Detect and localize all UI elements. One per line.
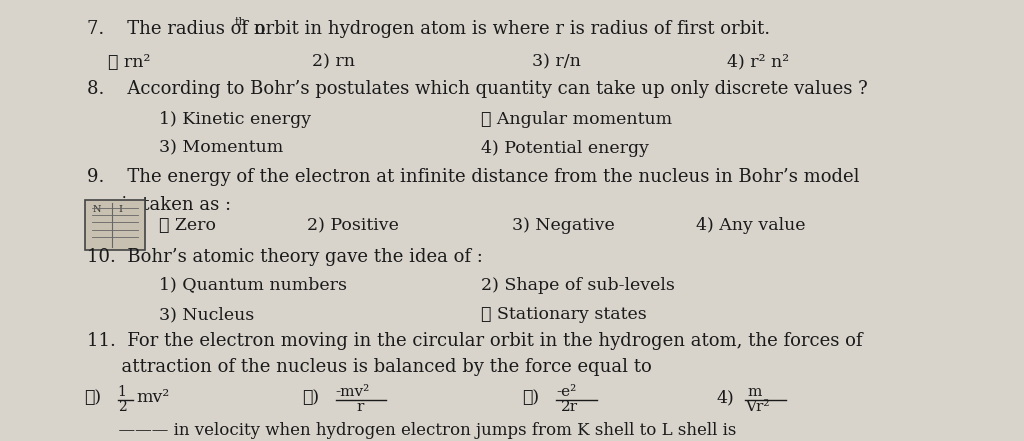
Text: ✓ Zero: ✓ Zero: [159, 217, 216, 234]
Text: ✓ Stationary states: ✓ Stationary states: [481, 306, 647, 324]
Text: ✓ rn²: ✓ rn²: [108, 54, 150, 71]
Text: 1) Kinetic energy: 1) Kinetic energy: [159, 111, 311, 128]
Text: 3) Nucleus: 3) Nucleus: [159, 306, 254, 324]
Text: ✗): ✗): [84, 389, 101, 406]
Text: r: r: [356, 400, 364, 414]
Text: ✓ Angular momentum: ✓ Angular momentum: [481, 111, 673, 128]
Text: ✗): ✗): [522, 389, 540, 406]
Text: is taken as :: is taken as :: [87, 196, 231, 214]
Text: 1: 1: [118, 385, 127, 399]
Text: 2: 2: [118, 400, 127, 414]
Text: 2) Shape of sub-levels: 2) Shape of sub-levels: [481, 277, 675, 294]
Text: Vr²: Vr²: [745, 400, 770, 414]
Text: 3) r/n: 3) r/n: [532, 54, 582, 71]
Text: attraction of the nucleus is balanced by the force equal to: attraction of the nucleus is balanced by…: [87, 358, 652, 376]
Text: m: m: [748, 385, 762, 399]
Text: 2) Positive: 2) Positive: [307, 217, 399, 234]
Text: -e²: -e²: [556, 385, 577, 399]
Text: 7.    The radius of n: 7. The radius of n: [87, 20, 265, 38]
Text: 2) rn: 2) rn: [312, 54, 355, 71]
Text: ——— in velocity when hydrogen electron jumps from K shell to L shell is: ——— in velocity when hydrogen electron j…: [87, 422, 736, 440]
Text: th: th: [234, 17, 246, 27]
Text: I: I: [119, 205, 122, 213]
Text: N: N: [92, 205, 100, 213]
Text: -mv²: -mv²: [336, 385, 370, 399]
Text: 4) Potential energy: 4) Potential energy: [481, 140, 649, 157]
Text: 2r: 2r: [561, 400, 579, 414]
Text: 4) Any value: 4) Any value: [696, 217, 806, 234]
Text: mv²: mv²: [136, 389, 169, 406]
Text: 8.    According to Bohr’s postulates which quantity can take up only discrete va: 8. According to Bohr’s postulates which …: [87, 80, 867, 98]
Text: 10.  Bohr’s atomic theory gave the idea of :: 10. Bohr’s atomic theory gave the idea o…: [87, 248, 483, 266]
FancyBboxPatch shape: [85, 200, 145, 250]
Text: 4): 4): [717, 389, 734, 406]
Text: 3) Negative: 3) Negative: [512, 217, 614, 234]
Text: orbit in hydrogen atom is where r is radius of first orbit.: orbit in hydrogen atom is where r is rad…: [249, 20, 770, 38]
Text: 1) Quantum numbers: 1) Quantum numbers: [159, 277, 347, 294]
Text: 11.  For the electron moving in the circular orbit in the hydrogen atom, the for: 11. For the electron moving in the circu…: [87, 332, 862, 350]
Text: 9.    The energy of the electron at infinite distance from the nucleus in Bohr’s: 9. The energy of the electron at infinit…: [87, 168, 859, 187]
Text: 4) r² n²: 4) r² n²: [727, 54, 790, 71]
Text: 3) Momentum: 3) Momentum: [159, 140, 283, 157]
Text: ✓): ✓): [302, 389, 319, 406]
